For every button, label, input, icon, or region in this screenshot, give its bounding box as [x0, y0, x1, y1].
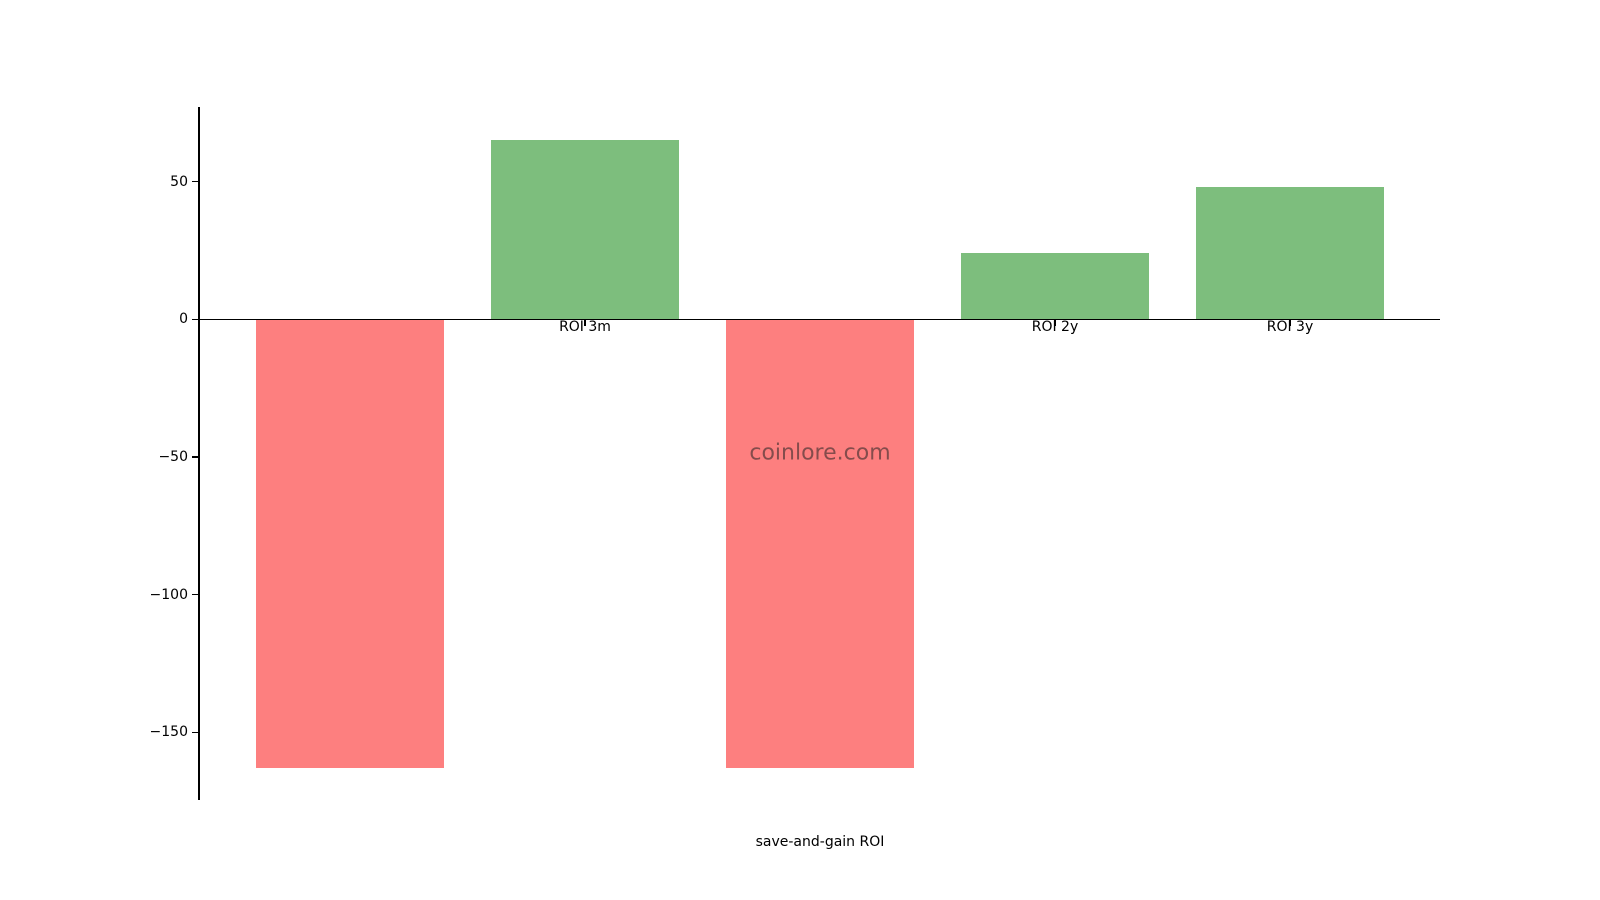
bar-3: [961, 253, 1149, 320]
y-tick: [192, 456, 199, 458]
y-tick: [192, 318, 199, 320]
y-tick-label: −150: [149, 724, 188, 741]
y-tick: [192, 593, 199, 596]
y-tick-label: −50: [158, 448, 188, 465]
x-tick-label: ROI 3m: [559, 319, 611, 335]
bar-1: [491, 140, 679, 320]
y-tick-label: −100: [149, 586, 188, 603]
x-tick: [1289, 319, 1291, 327]
y-tick: [192, 731, 199, 733]
watermark: coinlore.com: [749, 440, 891, 466]
x-tick-label: ROI 3y: [1266, 319, 1314, 335]
x-tick: [584, 319, 586, 327]
x-axis-title: save-and-gain ROI: [755, 834, 885, 850]
x-tick-label: ROI 2y: [1031, 319, 1079, 335]
y-tick-label: 50: [170, 173, 188, 190]
y-tick: [192, 181, 199, 183]
x-axis-line: [199, 318, 1440, 320]
bar-4: [1196, 187, 1384, 320]
x-tick: [1054, 319, 1056, 327]
y-axis-spine: [198, 107, 200, 800]
bar-0: [256, 319, 444, 769]
bar-2: [726, 319, 914, 769]
y-tick-label: 0: [179, 311, 188, 328]
